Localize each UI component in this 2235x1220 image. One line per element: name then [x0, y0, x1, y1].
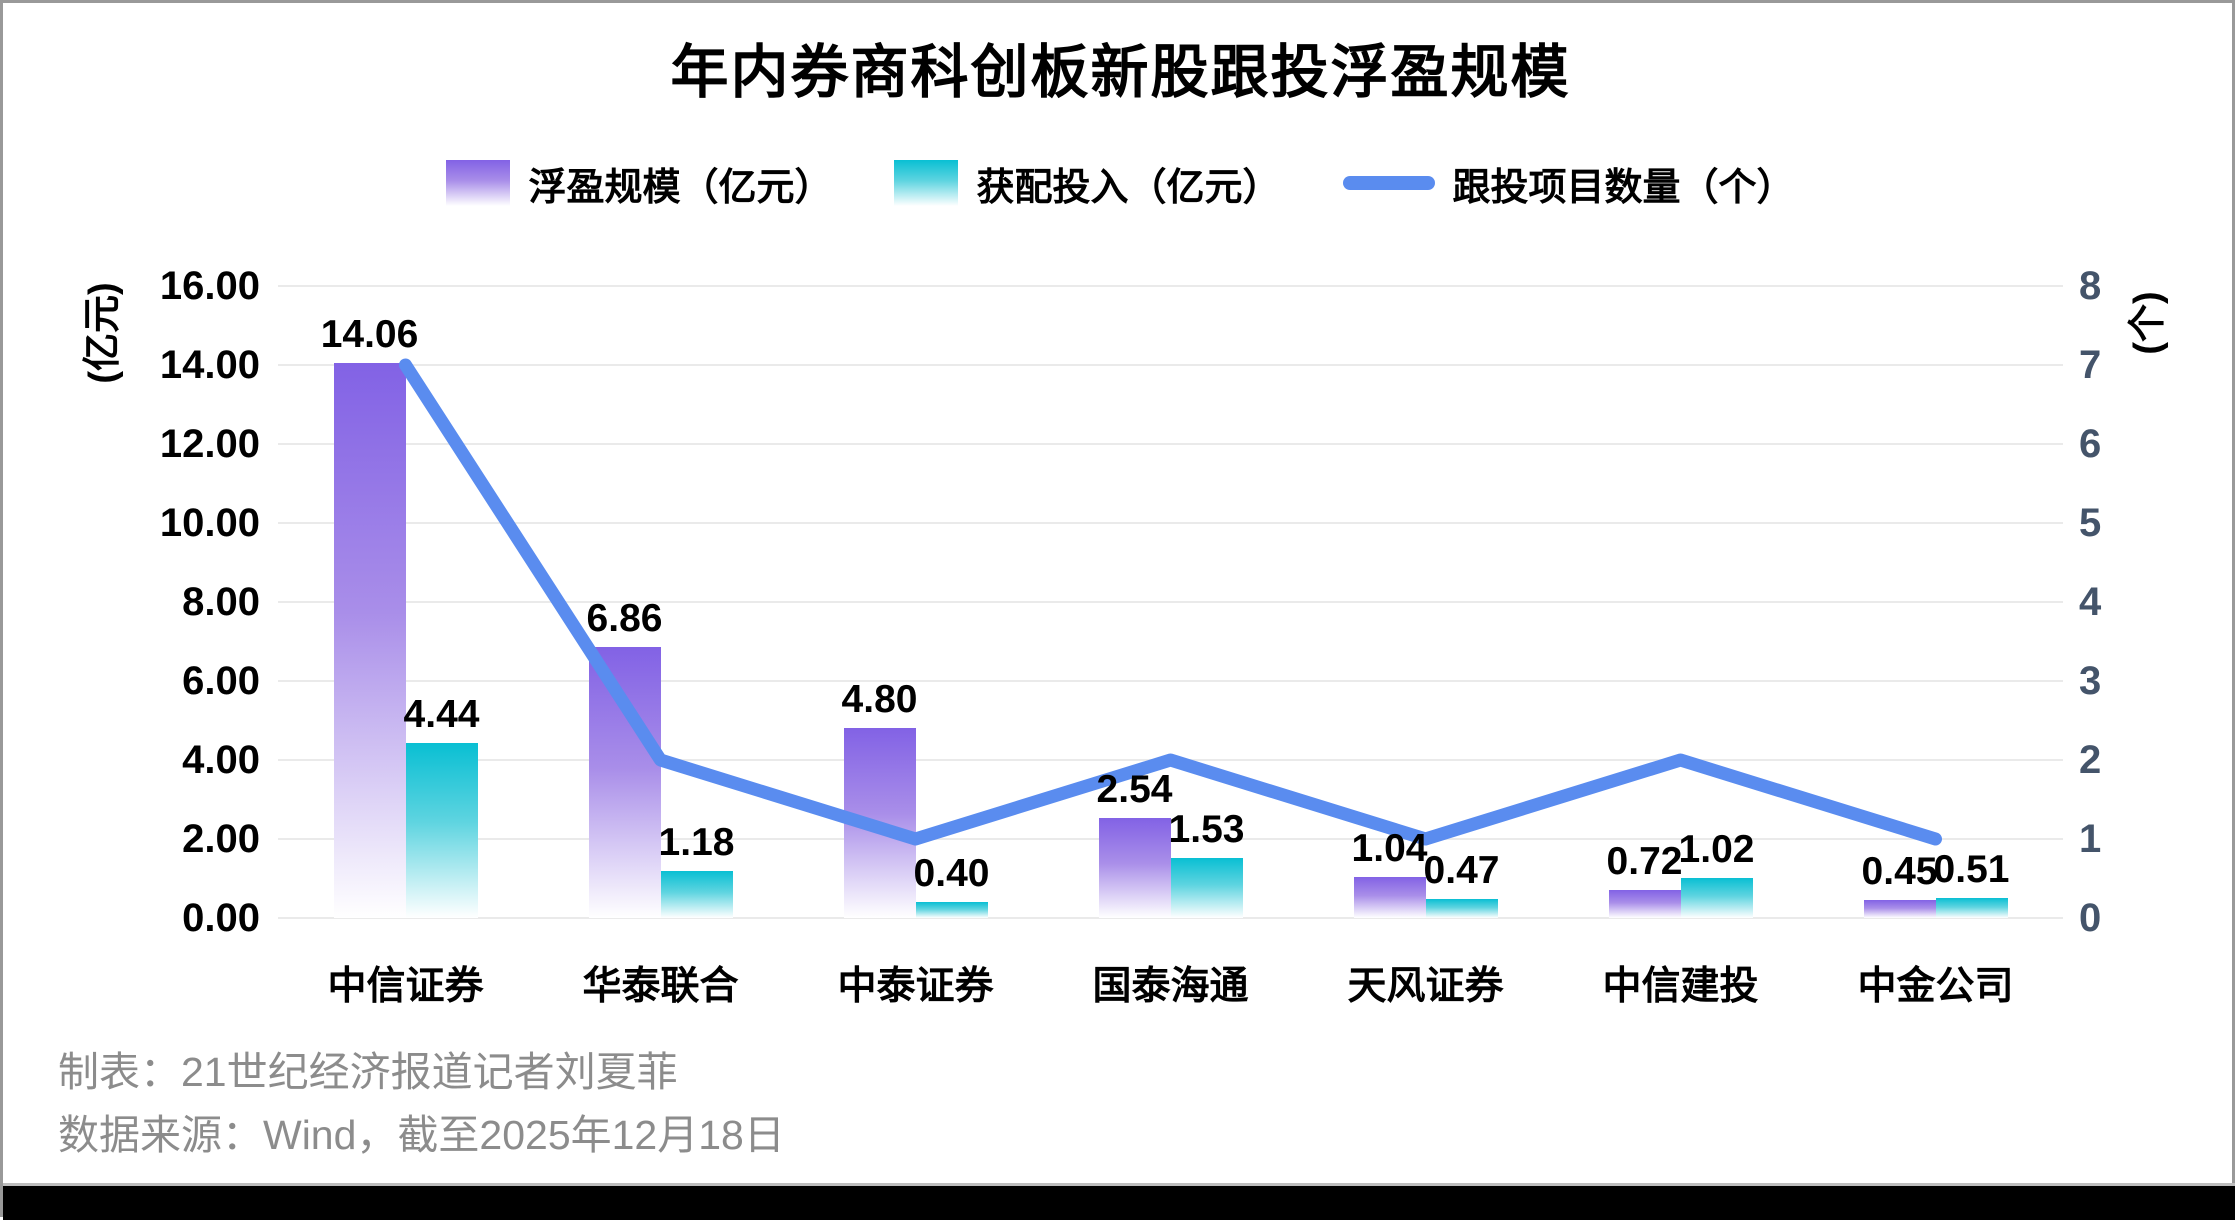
- category-label: 天风证券: [1347, 965, 1504, 1008]
- bottom-separator: [3, 1183, 2235, 1186]
- gridline: [278, 285, 2063, 287]
- bar-value-label: 2.54: [1096, 767, 1173, 811]
- legend-label-allocated-investment: 获配投入（亿元）: [976, 166, 1281, 209]
- bar-floating-profit: [1353, 876, 1426, 918]
- category-label: 国泰海通: [1092, 965, 1249, 1008]
- category-label: 中信建投: [1602, 965, 1759, 1008]
- bar-allocated-investment: [915, 902, 988, 918]
- gridline: [278, 917, 2063, 919]
- bar-value-label: 1.53: [1168, 807, 1245, 851]
- gridline: [278, 443, 2063, 445]
- y-axis-tick-left: 6.00: [182, 659, 260, 703]
- y-axis-tick-left: 16.00: [159, 264, 260, 308]
- y-axis-tick-right: 1: [2079, 817, 2102, 861]
- y-axis-tick-left: 0.00: [182, 896, 260, 940]
- y-axis-tick-left: 8.00: [182, 580, 260, 624]
- legend-swatch-allocated-investment: [894, 160, 959, 206]
- gridline: [278, 680, 2063, 682]
- legend-item-project-count: 跟投项目数量（个）: [1342, 156, 1795, 211]
- bar-floating-profit: [333, 362, 406, 918]
- bar-value-label: 1.18: [658, 821, 735, 865]
- category-label: 中泰证券: [837, 965, 994, 1008]
- bar-value-label: 0.72: [1606, 839, 1683, 883]
- page-title: 年内券商科创板新股跟投浮盈规模: [670, 40, 1571, 105]
- gridline: [278, 522, 2063, 524]
- y-axis-tick-right: 6: [2079, 422, 2102, 466]
- bar-floating-profit: [1863, 900, 1936, 918]
- bar-allocated-investment: [1935, 897, 2008, 918]
- footer-source: 数据来源：Wind，截至2025年12月18日: [58, 1112, 785, 1158]
- bar-allocated-investment: [1425, 899, 1498, 918]
- y-axis-tick-right: 0: [2079, 896, 2102, 940]
- gridline: [278, 364, 2063, 366]
- y-axis-tick-right: 4: [2079, 580, 2102, 624]
- plot-area: 0.00 2.00 4.00 6.00 8.00 10.00 12.00 14.00 16.00…: [3, 3, 2235, 1220]
- y-axis-tick-left: 14.00: [159, 343, 260, 387]
- legend-label-project-count: 跟投项目数量（个）: [1452, 166, 1795, 209]
- y-axis-tick-left: 2.00: [182, 817, 260, 861]
- bottom-black-band: [3, 1186, 2235, 1220]
- legend-label-floating-profit: 浮盈规模（亿元）: [528, 166, 833, 209]
- legend-line-marker: [1342, 176, 1435, 190]
- y-axis-tick-right: 3: [2079, 659, 2102, 703]
- y-axis-tick-right: 8: [2079, 264, 2102, 308]
- bar-floating-profit: [1608, 889, 1681, 918]
- bar-value-label: 4.44: [403, 692, 480, 736]
- bar-value-label: 0.45: [1861, 850, 1938, 894]
- category-label: 中信证券: [327, 965, 484, 1008]
- y-axis-tick-right: 7: [2079, 343, 2102, 387]
- legend-item-floating-profit: 浮盈规模（亿元）: [446, 156, 832, 211]
- legend-swatch-floating-profit: [446, 160, 511, 206]
- y-axis-tick-right: 2: [2079, 738, 2102, 782]
- bar-floating-profit: [588, 647, 661, 918]
- category-label: 华泰联合: [582, 965, 739, 1008]
- bar-value-label: 4.80: [841, 678, 918, 722]
- bar-allocated-investment: [405, 742, 478, 918]
- legend-item-allocated-investment: 获配投入（亿元）: [894, 156, 1281, 211]
- bar-allocated-investment: [1170, 857, 1243, 918]
- y-axis-tick-right: 5: [2079, 501, 2102, 545]
- bar-value-label: 0.51: [1933, 847, 2010, 891]
- y-axis-tick-left: 10.00: [159, 501, 260, 545]
- bar-value-label: 1.02: [1678, 827, 1755, 871]
- bar-allocated-investment: [660, 871, 733, 918]
- bar-value-label: 14.06: [320, 312, 419, 356]
- bar-value-label: 6.86: [586, 597, 663, 641]
- footer: 制表：21世纪经济报道记者刘夏菲 数据来源：Wind，截至2025年12月18日: [58, 1041, 785, 1167]
- gridline: [278, 759, 2063, 761]
- legend: 浮盈规模（亿元） 获配投入（亿元） 跟投项目数量（个）: [3, 153, 2235, 213]
- footer-credit: 制表：21世纪经济报道记者刘夏菲: [58, 1049, 678, 1095]
- y-axis-tick-left: 4.00: [182, 738, 260, 782]
- bar-allocated-investment: [1680, 877, 1753, 918]
- bar-value-label: 0.47: [1423, 849, 1500, 893]
- bar-value-label: 0.40: [913, 852, 990, 896]
- y-axis-tick-left: 12.00: [159, 422, 260, 466]
- category-label: 中金公司: [1857, 965, 2014, 1008]
